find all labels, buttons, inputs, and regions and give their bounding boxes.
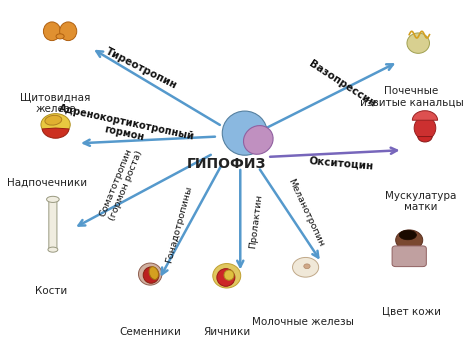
Wedge shape	[412, 111, 438, 120]
Wedge shape	[418, 136, 432, 142]
Text: Соматотропин
(гормон роста): Соматотропин (гормон роста)	[98, 146, 144, 222]
Text: Пролактин: Пролактин	[248, 194, 264, 249]
Ellipse shape	[224, 270, 234, 280]
Text: Надпочечники: Надпочечники	[7, 177, 87, 187]
Text: Мускулатура
матки: Мускулатура матки	[385, 191, 456, 212]
Text: Молочные железы: Молочные железы	[253, 316, 354, 327]
Ellipse shape	[138, 263, 162, 285]
Ellipse shape	[48, 247, 58, 252]
Text: Щитовидная
железа: Щитовидная железа	[20, 92, 91, 114]
Text: Почечные
извитые канальцы: Почечные извитые канальцы	[360, 86, 463, 107]
Ellipse shape	[46, 196, 59, 203]
Ellipse shape	[399, 230, 417, 240]
Circle shape	[304, 264, 310, 269]
Ellipse shape	[414, 117, 436, 139]
Wedge shape	[42, 128, 69, 138]
Text: Гонадотропины: Гонадотропины	[165, 185, 194, 264]
Ellipse shape	[56, 34, 64, 39]
Ellipse shape	[407, 33, 429, 53]
Ellipse shape	[222, 111, 267, 155]
Text: Кости: Кости	[35, 286, 67, 296]
Ellipse shape	[149, 267, 158, 279]
Text: Меланотропин: Меланотропин	[286, 177, 325, 249]
FancyBboxPatch shape	[392, 246, 426, 267]
FancyBboxPatch shape	[49, 200, 57, 250]
Circle shape	[396, 230, 423, 250]
Ellipse shape	[41, 114, 70, 136]
Ellipse shape	[60, 22, 77, 41]
Text: Вазопрессин: Вазопрессин	[307, 59, 377, 109]
Text: Семенники: Семенники	[119, 327, 181, 337]
Ellipse shape	[45, 115, 62, 125]
Text: Адренокортикотропный
гормон: Адренокортикотропный гормон	[55, 103, 195, 153]
Ellipse shape	[143, 267, 159, 283]
Ellipse shape	[244, 125, 273, 154]
Text: Цвет кожи: Цвет кожи	[382, 306, 441, 316]
Ellipse shape	[217, 269, 235, 286]
Text: Яичники: Яичники	[203, 327, 250, 337]
Ellipse shape	[44, 22, 61, 41]
Ellipse shape	[292, 257, 319, 277]
Ellipse shape	[213, 264, 241, 288]
Text: ГИПОФИЗ: ГИПОФИЗ	[187, 157, 266, 171]
Text: Окситоцин: Окситоцин	[309, 156, 374, 172]
Text: Тиреотропин: Тиреотропин	[104, 46, 179, 91]
